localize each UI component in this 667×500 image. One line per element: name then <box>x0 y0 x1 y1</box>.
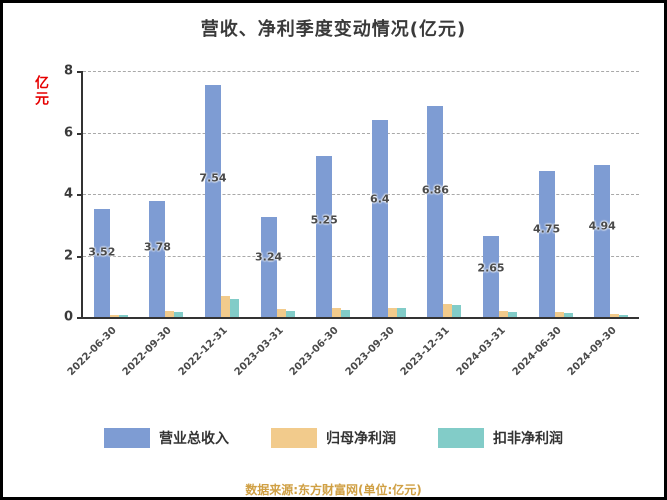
bar-归母净利润 <box>610 313 620 317</box>
x-tick-label: 2022-09-30 <box>121 325 175 379</box>
y-tick-label: 8 <box>63 63 73 79</box>
bar-value-label: 3.24 <box>255 250 283 264</box>
bar-扣非净利润 <box>396 308 406 317</box>
x-tick-label: 2023-03-31 <box>232 325 286 379</box>
x-tick-label: 2024-03-31 <box>454 325 508 379</box>
source-caption: 数据来源:东方财富网(单位:亿元) <box>245 483 422 497</box>
bar-归母净利润 <box>221 296 230 317</box>
bar-归母净利润 <box>499 311 508 317</box>
bar-归母净利润 <box>332 308 342 317</box>
bar-value-label: 6.4 <box>370 192 390 206</box>
legend-swatch <box>438 428 484 448</box>
x-tick-label: 2024-06-30 <box>510 325 564 379</box>
bar-value-label: 7.54 <box>199 171 227 185</box>
bar-value-label: 4.75 <box>533 222 561 236</box>
legend-label: 归母净利润 <box>326 431 396 447</box>
y-tick-label: 2 <box>63 248 73 263</box>
y-tick-mark <box>77 71 83 73</box>
bar-value-label: 5.25 <box>310 213 338 227</box>
legend-item-归母净利润: 归母净利润 <box>271 428 396 448</box>
x-tick-label: 2023-06-30 <box>287 325 341 379</box>
x-tick-label: 2022-12-31 <box>176 325 230 379</box>
bar-扣非净利润 <box>508 312 517 317</box>
bar-营业总收入 <box>371 120 388 317</box>
legend-swatch <box>104 428 150 448</box>
x-tick-label: 2023-12-31 <box>399 325 453 379</box>
bar-扣非净利润 <box>563 313 573 317</box>
bar-营业总收入 <box>149 200 166 317</box>
x-tick-label: 2022-06-30 <box>65 325 119 379</box>
bar-扣非净利润 <box>341 310 351 317</box>
x-tick-label: 2023-09-30 <box>343 325 397 379</box>
bar-扣非净利润 <box>452 304 462 317</box>
gridline <box>83 71 639 72</box>
legend: 营业总收入 归母净利润 扣非净利润 <box>3 428 664 448</box>
y-tick-mark <box>77 255 83 258</box>
bar-value-label: 3.78 <box>143 240 171 254</box>
bar-营业总收入 <box>316 155 333 317</box>
bar-归母净利润 <box>443 304 453 317</box>
bar-扣非净利润 <box>118 315 128 317</box>
bar-归母净利润 <box>554 312 564 317</box>
bar-扣非净利润 <box>230 298 239 317</box>
bar-营业总收入 <box>260 217 277 317</box>
bar-归母净利润 <box>109 314 119 317</box>
y-tick-label: 4 <box>63 186 73 202</box>
y-tick-mark <box>77 317 83 319</box>
bar-value-label: 2.65 <box>477 261 505 275</box>
bar-归母净利润 <box>165 311 175 317</box>
bar-营业总收入 <box>483 235 499 317</box>
gridline <box>83 194 639 195</box>
bar-扣非净利润 <box>174 312 184 317</box>
legend-item-营业总收入: 营业总收入 <box>104 428 229 448</box>
chart-title: 营收、净利季度变动情况(亿元) <box>200 19 467 40</box>
bar-扣非净利润 <box>285 310 295 317</box>
bar-value-label: 3.52 <box>88 245 116 259</box>
y-tick-mark <box>77 194 83 196</box>
bar-value-label: 6.86 <box>421 183 449 197</box>
bar-归母净利润 <box>387 307 397 317</box>
y-tick-label: 6 <box>63 125 73 140</box>
plot-area: 0 2 4 6 8 3.52 2022-06-30 3.78 2022-09-30 7.54 202… <box>64 64 639 378</box>
bar-归母净利润 <box>276 309 286 317</box>
legend-label: 扣非净利润 <box>493 431 563 447</box>
bar-营业总收入 <box>93 208 110 317</box>
bar-营业总收入 <box>205 85 221 317</box>
y-tick-label: 0 <box>63 309 73 325</box>
x-tick-label: 2024-09-30 <box>565 325 619 379</box>
bar-营业总收入 <box>427 106 444 317</box>
gridline <box>83 132 639 134</box>
bar-营业总收入 <box>594 165 611 317</box>
y-axis-unit-label: 亿元 <box>33 75 49 107</box>
bar-营业总收入 <box>538 170 555 317</box>
bar-扣非净利润 <box>619 315 629 317</box>
legend-item-扣非净利润: 扣非净利润 <box>438 428 563 448</box>
y-tick-mark <box>77 132 83 135</box>
gridline <box>83 255 639 257</box>
legend-swatch <box>271 428 317 448</box>
legend-label: 营业总收入 <box>159 431 229 447</box>
bar-value-label: 4.94 <box>588 219 616 233</box>
